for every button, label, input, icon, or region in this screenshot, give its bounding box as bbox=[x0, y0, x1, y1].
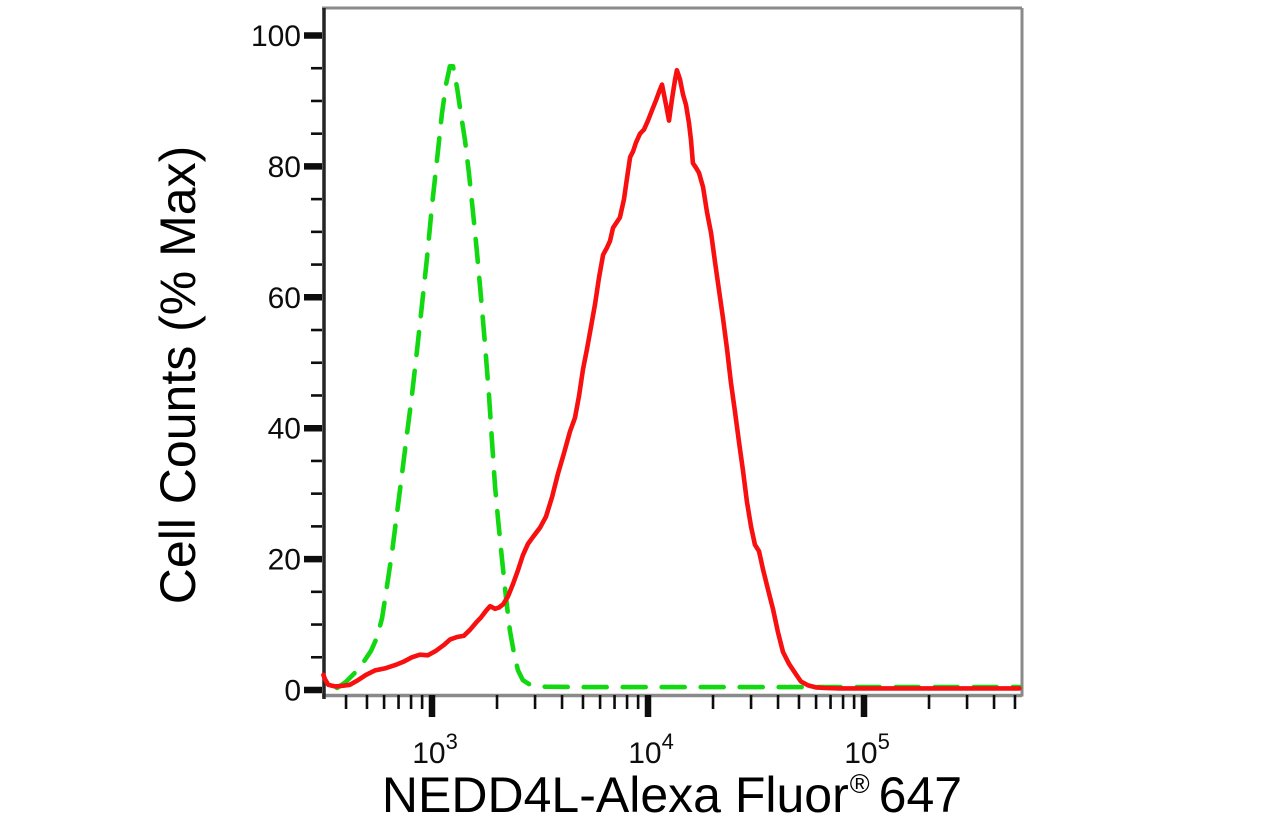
x-tick-label-base: 10 bbox=[412, 737, 445, 770]
x-tick-label-base: 10 bbox=[844, 737, 877, 770]
y-tick-label-0: 0 bbox=[284, 675, 301, 708]
registered-trademark-icon: ® bbox=[849, 769, 870, 799]
y-tick-label-80: 80 bbox=[268, 151, 301, 184]
series-red-solid-stained-path bbox=[321, 67, 1022, 691]
y-tick-label-20: 20 bbox=[268, 544, 301, 577]
y-tick-label-100: 100 bbox=[251, 20, 301, 53]
x-tick-label-base: 10 bbox=[628, 737, 661, 770]
y-tick-label-40: 40 bbox=[268, 413, 301, 446]
x-tick-label-1e4: 104 bbox=[628, 729, 674, 770]
x-axis-title: NEDD4L-Alexa Fluor® 647 bbox=[382, 766, 962, 824]
x-tick-label-exponent: 3 bbox=[446, 729, 458, 754]
y-axis-title-text: Cell Counts (% Max) bbox=[150, 145, 206, 605]
y-tick-label-60: 60 bbox=[268, 282, 301, 315]
x-axis-title-647: 647 bbox=[878, 767, 963, 823]
x-axis-title-main: NEDD4L-Alexa Fluor bbox=[381, 767, 849, 823]
x-tick-label-exponent: 5 bbox=[878, 729, 890, 754]
x-tick-label-1e3: 103 bbox=[412, 729, 458, 770]
x-tick-label-1e5: 105 bbox=[844, 729, 890, 770]
y-axis-title: Cell Counts (% Max) bbox=[149, 146, 207, 604]
series-green-dashed-control-path bbox=[334, 64, 1022, 691]
x-tick-label-exponent: 4 bbox=[662, 729, 674, 754]
